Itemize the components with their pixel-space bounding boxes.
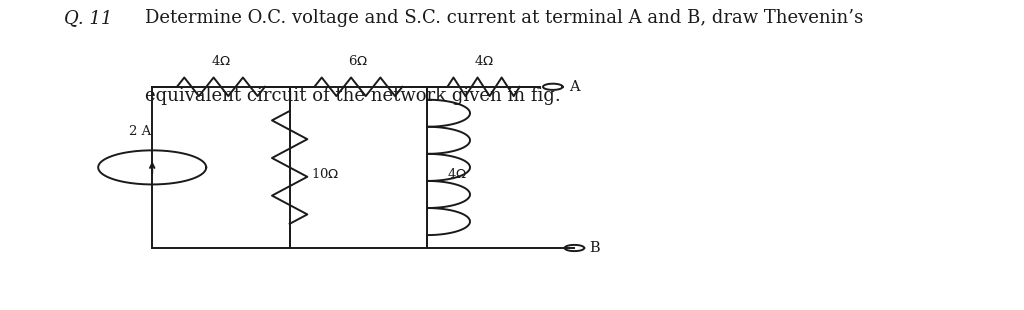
Text: B: B [589, 241, 600, 255]
Text: 2 A: 2 A [129, 125, 152, 138]
Text: 6$\Omega$: 6$\Omega$ [348, 54, 369, 68]
Text: equivalent circuit of the network given in fig.: equivalent circuit of the network given … [145, 87, 561, 105]
Text: 10$\Omega$: 10$\Omega$ [311, 166, 340, 181]
Text: A: A [569, 80, 581, 94]
Text: 4$\Omega$: 4$\Omega$ [473, 54, 494, 68]
Text: Determine O.C. voltage and S.C. current at terminal A and B, draw Thevenin’s: Determine O.C. voltage and S.C. current … [145, 9, 863, 27]
Text: Q. 11: Q. 11 [63, 9, 113, 27]
Text: 4$\Omega$: 4$\Omega$ [446, 166, 467, 181]
Text: 4$\Omega$: 4$\Omega$ [211, 54, 231, 68]
